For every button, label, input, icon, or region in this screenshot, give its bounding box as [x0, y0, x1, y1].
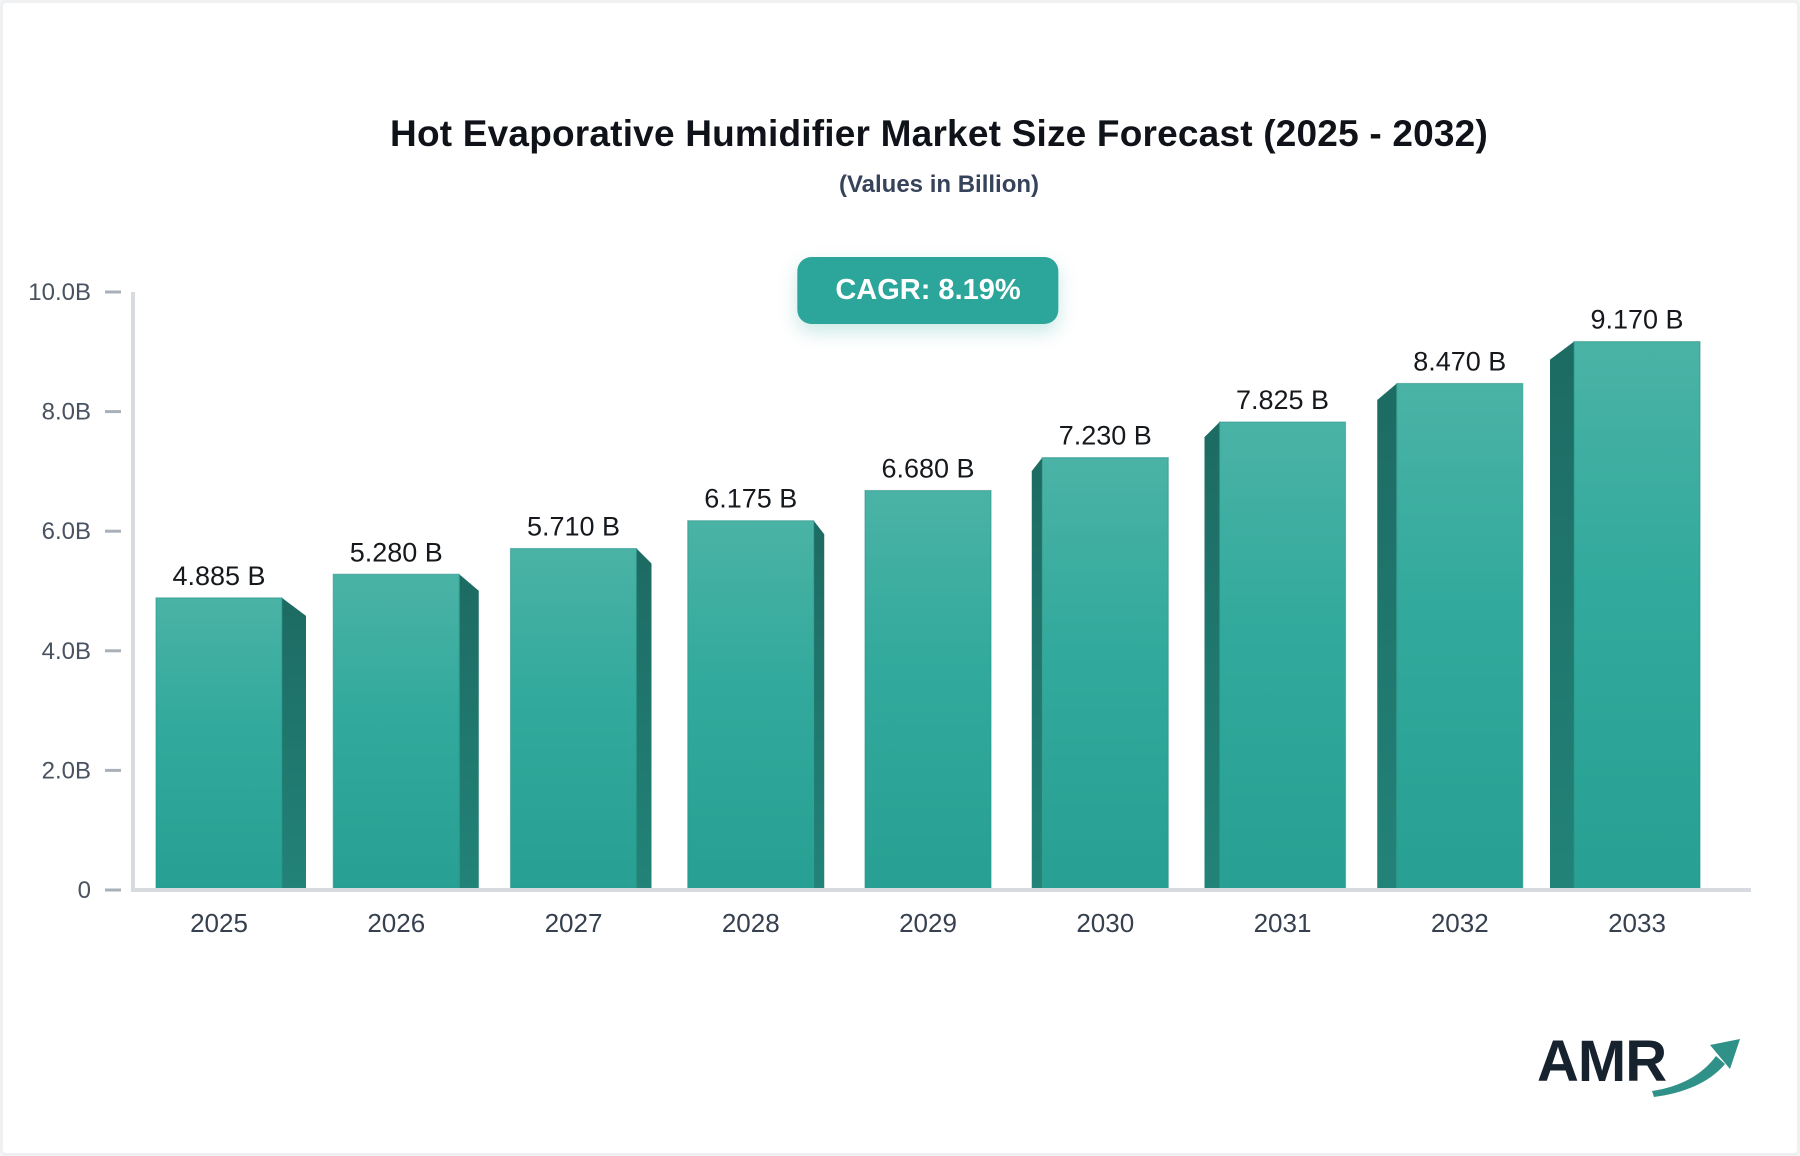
bar-2030: [1041, 457, 1169, 891]
bar-2025: [155, 597, 283, 891]
bar-side-2032: [1377, 383, 1397, 890]
x-tick-label-2029: 2029: [899, 908, 957, 938]
cagr-badge: CAGR: 8.19%: [797, 257, 1059, 324]
amr-logo-text: AMR: [1537, 1029, 1667, 1094]
bar-value-label: 6.680 B: [881, 454, 974, 484]
y-tick-dash: [105, 768, 121, 772]
bar-2028: [687, 520, 815, 891]
amr-logo: AMR: [1537, 1031, 1742, 1099]
bar-value-label: 7.230 B: [1059, 421, 1152, 451]
growth-arrow-icon: [1652, 1039, 1741, 1097]
bar-side-2026: [459, 574, 479, 890]
x-tick-label-2027: 2027: [545, 908, 603, 938]
y-tick-label: 2.0B: [42, 757, 91, 784]
chart-header: Hot Evaporative Humidifier Market Size F…: [81, 113, 1797, 199]
y-axis-line: [131, 292, 135, 892]
bar-value-label: 6.175 B: [704, 484, 797, 514]
bar-value-label: 5.280 B: [350, 537, 443, 567]
bar-value-label: 5.710 B: [527, 512, 620, 542]
y-tick-label: 4.0B: [42, 638, 91, 665]
bar-side-2033: [1550, 341, 1574, 890]
y-tick-label: 8.0B: [42, 399, 91, 426]
x-tick-label-2028: 2028: [722, 908, 780, 938]
x-tick-label-2026: 2026: [367, 908, 425, 938]
x-tick-label-2032: 2032: [1431, 908, 1489, 938]
y-tick-dash: [105, 410, 121, 414]
y-tick-dash: [105, 649, 121, 653]
x-tick-label-2025: 2025: [190, 908, 248, 938]
bar-2032: [1396, 382, 1524, 891]
y-tick-dash: [105, 888, 121, 892]
chart-subtitle: (Values in Billion): [838, 171, 1040, 198]
bar-value-label: 7.825 B: [1236, 385, 1329, 415]
bar-value-label: 9.170 B: [1590, 305, 1683, 335]
bar-2027: [509, 547, 638, 891]
y-tick-label: 10.0B: [28, 279, 91, 306]
bar-side-2031: [1204, 422, 1220, 890]
bar-2029: [864, 489, 992, 891]
y-tick-dash: [105, 529, 121, 533]
bar-side-2030: [1031, 457, 1043, 890]
bar-side-2025: [282, 597, 306, 890]
x-tick-label-2033: 2033: [1608, 908, 1666, 938]
bar-value-label: 4.885 B: [172, 561, 265, 591]
y-tick-dash: [105, 290, 121, 294]
bar-side-2028: [813, 520, 825, 890]
x-tick-label-2031: 2031: [1254, 908, 1312, 938]
bar-2031: [1218, 421, 1347, 891]
y-tick-label: 6.0B: [42, 518, 91, 545]
chart-title: Hot Evaporative Humidifier Market Size F…: [390, 113, 1488, 154]
y-tick-label: 0: [78, 877, 91, 904]
bar-side-2027: [636, 548, 652, 890]
x-tick-label-2030: 2030: [1076, 908, 1134, 938]
bar-2033: [1573, 341, 1701, 891]
x-axis-line: [131, 888, 1751, 892]
bar-value-label: 8.470 B: [1413, 346, 1506, 376]
bar-chart: 4.885 B 2025 5.280 B 2026 5.710 B 2027 6.175 B…: [28, 279, 1751, 938]
bar-2026: [332, 573, 460, 891]
